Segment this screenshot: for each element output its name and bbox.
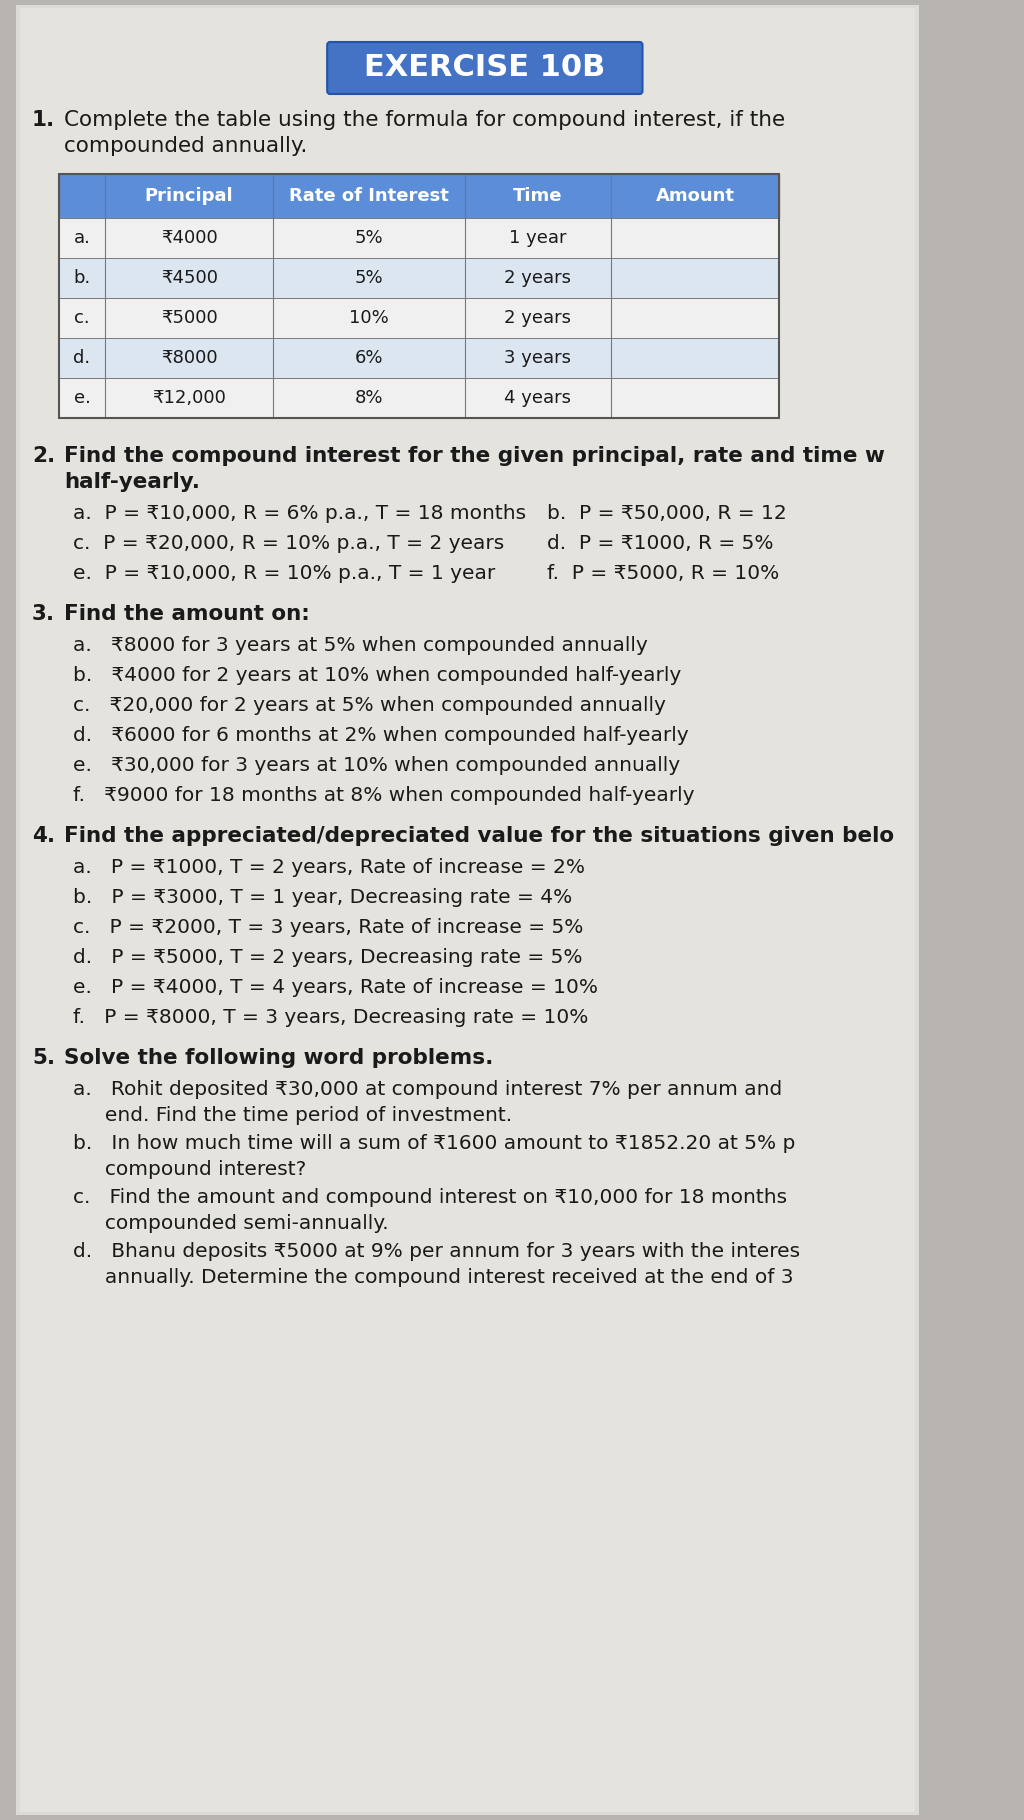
Text: 5.: 5. bbox=[32, 1048, 55, 1068]
Text: e.: e. bbox=[74, 389, 90, 408]
Text: f.   P = ₹8000, T = 3 years, Decreasing rate = 10%: f. P = ₹8000, T = 3 years, Decreasing ra… bbox=[73, 1008, 588, 1026]
Text: Complete the table using the formula for compound interest, if the: Complete the table using the formula for… bbox=[63, 109, 785, 129]
Text: Solve the following word problems.: Solve the following word problems. bbox=[63, 1048, 494, 1068]
Bar bbox=[59, 175, 779, 419]
Bar bbox=[59, 298, 779, 339]
Bar bbox=[59, 175, 779, 218]
Text: Amount: Amount bbox=[655, 187, 734, 206]
Text: c.   ₹20,000 for 2 years at 5% when compounded annually: c. ₹20,000 for 2 years at 5% when compou… bbox=[73, 695, 666, 715]
Text: 2 years: 2 years bbox=[504, 269, 571, 288]
Text: 4 years: 4 years bbox=[504, 389, 571, 408]
Text: ₹5000: ₹5000 bbox=[161, 309, 217, 328]
Text: 1 year: 1 year bbox=[509, 229, 566, 248]
Text: e.  P = ₹10,000, R = 10% p.a., T = 1 year: e. P = ₹10,000, R = 10% p.a., T = 1 year bbox=[73, 564, 496, 582]
Text: 2.: 2. bbox=[32, 446, 55, 466]
FancyBboxPatch shape bbox=[328, 42, 642, 95]
Text: d.   ₹6000 for 6 months at 2% when compounded half-yearly: d. ₹6000 for 6 months at 2% when compoun… bbox=[73, 726, 688, 744]
Text: Rate of Interest: Rate of Interest bbox=[289, 187, 450, 206]
Text: Time: Time bbox=[513, 187, 562, 206]
Text: annually. Determine the compound interest received at the end of 3: annually. Determine the compound interes… bbox=[73, 1269, 794, 1287]
Text: c.  P = ₹20,000, R = 10% p.a., T = 2 years: c. P = ₹20,000, R = 10% p.a., T = 2 year… bbox=[73, 533, 504, 553]
Text: c.   P = ₹2000, T = 3 years, Rate of increase = 5%: c. P = ₹2000, T = 3 years, Rate of incre… bbox=[73, 917, 584, 937]
Text: Find the amount on:: Find the amount on: bbox=[63, 604, 309, 624]
Text: d.  P = ₹1000, R = 5%: d. P = ₹1000, R = 5% bbox=[547, 533, 773, 553]
Text: Principal: Principal bbox=[144, 187, 233, 206]
Text: e.   ₹30,000 for 3 years at 10% when compounded annually: e. ₹30,000 for 3 years at 10% when compo… bbox=[73, 755, 680, 775]
Text: end. Find the time period of investment.: end. Find the time period of investment. bbox=[73, 1107, 512, 1125]
Text: c.: c. bbox=[74, 309, 90, 328]
Text: 4.: 4. bbox=[32, 826, 55, 846]
Text: f.  P = ₹5000, R = 10%: f. P = ₹5000, R = 10% bbox=[547, 564, 779, 582]
Text: d.: d. bbox=[74, 349, 90, 368]
Text: b.   In how much time will a sum of ₹1600 amount to ₹1852.20 at 5% p: b. In how much time will a sum of ₹1600 … bbox=[73, 1134, 796, 1154]
Bar bbox=[59, 218, 779, 258]
Text: b.: b. bbox=[74, 269, 91, 288]
Text: 8%: 8% bbox=[355, 389, 383, 408]
Bar bbox=[59, 339, 779, 379]
Bar bbox=[59, 379, 779, 419]
Text: 5%: 5% bbox=[354, 269, 383, 288]
Text: b.   ₹4000 for 2 years at 10% when compounded half-yearly: b. ₹4000 for 2 years at 10% when compoun… bbox=[73, 666, 681, 684]
Text: 6%: 6% bbox=[355, 349, 383, 368]
Text: 3.: 3. bbox=[32, 604, 55, 624]
Text: 1.: 1. bbox=[32, 109, 55, 129]
Text: Find the compound interest for the given principal, rate and time w: Find the compound interest for the given… bbox=[63, 446, 885, 466]
Text: a.  P = ₹10,000, R = 6% p.a., T = 18 months: a. P = ₹10,000, R = 6% p.a., T = 18 mont… bbox=[73, 504, 526, 522]
Text: 10%: 10% bbox=[349, 309, 389, 328]
Text: compounded semi-annually.: compounded semi-annually. bbox=[73, 1214, 388, 1232]
Text: a.: a. bbox=[74, 229, 90, 248]
Text: a.   P = ₹1000, T = 2 years, Rate of increase = 2%: a. P = ₹1000, T = 2 years, Rate of incre… bbox=[73, 857, 585, 877]
Text: e.   P = ₹4000, T = 4 years, Rate of increase = 10%: e. P = ₹4000, T = 4 years, Rate of incre… bbox=[73, 977, 598, 997]
Text: half-yearly.: half-yearly. bbox=[63, 471, 200, 491]
Text: ₹4500: ₹4500 bbox=[161, 269, 218, 288]
Text: c.   Find the amount and compound interest on ₹10,000 for 18 months: c. Find the amount and compound interest… bbox=[73, 1188, 787, 1207]
Text: d.   Bhanu deposits ₹5000 at 9% per annum for 3 years with the interes: d. Bhanu deposits ₹5000 at 9% per annum … bbox=[73, 1241, 800, 1261]
Text: compound interest?: compound interest? bbox=[73, 1159, 306, 1179]
Bar bbox=[59, 258, 779, 298]
Text: a.   ₹8000 for 3 years at 5% when compounded annually: a. ₹8000 for 3 years at 5% when compound… bbox=[73, 635, 647, 655]
Text: d.   P = ₹5000, T = 2 years, Decreasing rate = 5%: d. P = ₹5000, T = 2 years, Decreasing ra… bbox=[73, 948, 583, 966]
Text: ₹12,000: ₹12,000 bbox=[153, 389, 226, 408]
Text: EXERCISE 10B: EXERCISE 10B bbox=[365, 53, 605, 82]
Text: 5%: 5% bbox=[354, 229, 383, 248]
Text: b.   P = ₹3000, T = 1 year, Decreasing rate = 4%: b. P = ₹3000, T = 1 year, Decreasing rat… bbox=[73, 888, 572, 906]
Text: ₹4000: ₹4000 bbox=[161, 229, 217, 248]
Text: 2 years: 2 years bbox=[504, 309, 571, 328]
Text: 3 years: 3 years bbox=[504, 349, 571, 368]
Text: a.   Rohit deposited ₹30,000 at compound interest 7% per annum and: a. Rohit deposited ₹30,000 at compound i… bbox=[73, 1079, 782, 1099]
Text: Find the appreciated/depreciated value for the situations given belo: Find the appreciated/depreciated value f… bbox=[63, 826, 894, 846]
Text: f.   ₹9000 for 18 months at 8% when compounded half-yearly: f. ₹9000 for 18 months at 8% when compou… bbox=[73, 786, 694, 804]
Text: compounded annually.: compounded annually. bbox=[63, 136, 307, 157]
Text: ₹8000: ₹8000 bbox=[161, 349, 217, 368]
Text: b.  P = ₹50,000, R = 12: b. P = ₹50,000, R = 12 bbox=[547, 504, 786, 522]
